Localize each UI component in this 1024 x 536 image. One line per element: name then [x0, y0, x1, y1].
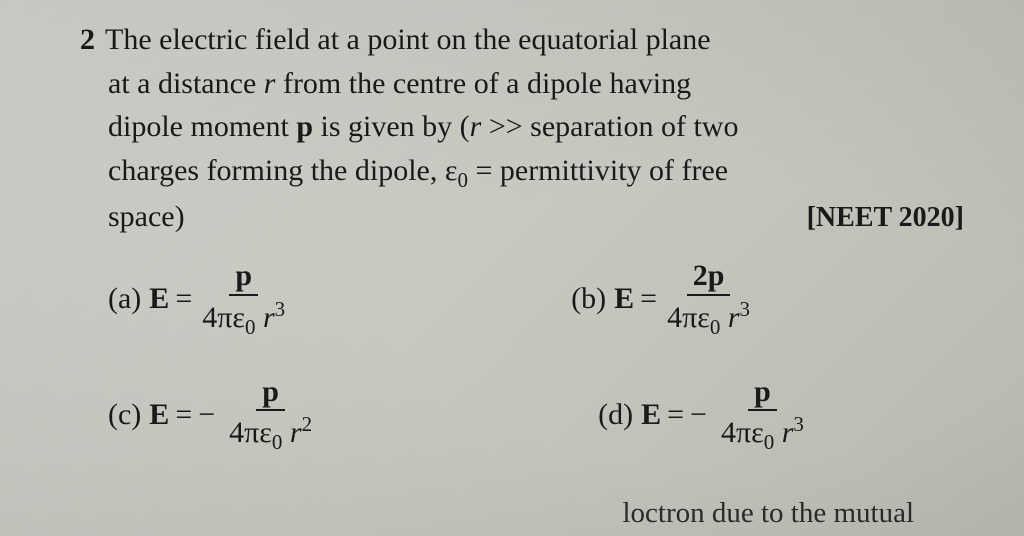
option-d-den-exp: 3: [793, 412, 804, 436]
option-b-eq: =: [640, 282, 657, 316]
option-d-den-r: r: [774, 416, 793, 449]
q-line3-p: p: [296, 110, 313, 143]
option-c-frac: p 4πε0 r2: [223, 376, 318, 454]
q-line2-a: at a distance: [108, 67, 264, 100]
option-d-label: (d): [598, 398, 633, 432]
option-a-den-r: r: [255, 301, 274, 334]
q-line4-a: charges forming the dipole, ε: [108, 154, 457, 187]
option-c-den-prefix: 4πε: [229, 416, 272, 449]
option-d: (d) E = − p 4πε0 r3: [598, 376, 810, 454]
option-d-num: p: [748, 376, 777, 412]
exam-tag: [NEET 2020]: [807, 202, 964, 234]
option-c-den-exp: 2: [302, 412, 313, 436]
option-a-den-prefix: 4πε: [202, 301, 245, 334]
option-b-den-sub: 0: [710, 315, 721, 339]
question-first-line: 2 The electric field at a point on the e…: [80, 18, 984, 62]
options-row-1: (a) E = p 4πε0 r3 (b) E = 2p 4πε0 r3: [108, 260, 984, 338]
option-a-den-sub: 0: [245, 315, 256, 339]
option-c-den-sub: 0: [272, 430, 283, 454]
options-row-2: (c) E = − p 4πε0 r2 (d) E = − p 4πε0 r3: [108, 376, 984, 454]
q-line3-c: >> separation of two: [481, 110, 738, 143]
option-a-num: p: [229, 260, 258, 296]
q-line3-var-r: r: [470, 110, 482, 143]
q-line5: space): [108, 200, 185, 233]
option-d-den: 4πε0 r3: [715, 411, 810, 453]
option-d-den-sub: 0: [764, 430, 775, 454]
option-d-lhs: E: [641, 398, 661, 432]
option-a-eq: =: [175, 282, 192, 316]
option-b-den-r: r: [720, 301, 739, 334]
option-b-num: 2p: [687, 260, 731, 296]
question-block: 2 The electric field at a point on the e…: [80, 18, 984, 454]
option-d-eq: =: [667, 398, 684, 432]
q-line4-sub: 0: [457, 168, 468, 192]
option-d-neg: −: [690, 398, 707, 432]
option-b-lhs: E: [614, 282, 634, 316]
option-c-label: (c): [108, 398, 141, 432]
option-b-den-prefix: 4πε: [667, 301, 710, 334]
option-b: (b) E = 2p 4πε0 r3: [571, 260, 756, 338]
option-a-label: (a): [108, 282, 141, 316]
option-a-frac: p 4πε0 r3: [196, 260, 291, 338]
options-block: (a) E = p 4πε0 r3 (b) E = 2p 4πε0 r3: [80, 260, 984, 453]
option-c-den-r: r: [282, 416, 301, 449]
option-a: (a) E = p 4πε0 r3: [108, 260, 291, 338]
option-c: (c) E = − p 4πε0 r2: [108, 376, 318, 454]
question-number: 2: [80, 23, 95, 56]
q-line3-b: is given by (: [313, 110, 470, 143]
cutoff-text: loctron due to the mutual: [622, 497, 914, 530]
option-b-den-exp: 3: [740, 297, 751, 321]
option-c-lhs: E: [149, 398, 169, 432]
option-c-neg: −: [198, 398, 215, 432]
option-c-eq: =: [175, 398, 192, 432]
option-d-den-prefix: 4πε: [721, 416, 764, 449]
q-line2-rest: from the centre of a dipole having: [275, 67, 691, 100]
option-b-den: 4πε0 r3: [661, 296, 756, 338]
option-a-den-exp: 3: [275, 297, 286, 321]
option-b-frac: 2p 4πε0 r3: [661, 260, 756, 338]
q-line2-var-r: r: [264, 67, 276, 100]
q-line3-a: dipole moment: [108, 110, 296, 143]
option-b-label: (b): [571, 282, 606, 316]
question-line1: The electric field at a point on the equ…: [105, 23, 711, 56]
option-c-num: p: [256, 376, 285, 412]
option-a-den: 4πε0 r3: [196, 296, 291, 338]
q-line4-b: = permittivity of free: [468, 154, 728, 187]
option-c-den: 4πε0 r2: [223, 411, 318, 453]
option-a-lhs: E: [149, 282, 169, 316]
option-d-frac: p 4πε0 r3: [715, 376, 810, 454]
